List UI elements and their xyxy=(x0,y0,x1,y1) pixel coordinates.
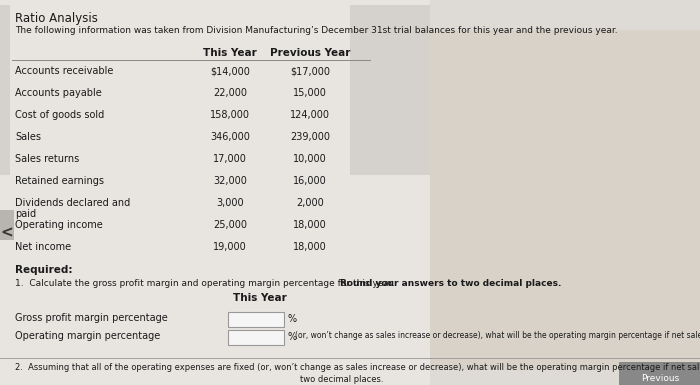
Text: <: < xyxy=(1,225,13,240)
Text: This Year: This Year xyxy=(203,48,257,58)
Text: 25,000: 25,000 xyxy=(213,220,247,230)
Text: $17,000: $17,000 xyxy=(290,66,330,76)
Text: 124,000: 124,000 xyxy=(290,110,330,120)
Text: Dividends declared and: Dividends declared and xyxy=(15,198,130,208)
Text: %: % xyxy=(288,314,297,324)
Text: 32,000: 32,000 xyxy=(213,176,247,186)
Text: 18,000: 18,000 xyxy=(293,242,327,252)
FancyBboxPatch shape xyxy=(0,5,430,175)
Text: two decimal places.: two decimal places. xyxy=(300,375,384,384)
Text: 2.  Assuming that all of the operating expenses are fixed (or, won’t change as s: 2. Assuming that all of the operating ex… xyxy=(15,363,700,372)
Text: Operating income: Operating income xyxy=(15,220,103,230)
Text: 22,000: 22,000 xyxy=(213,88,247,98)
Text: 158,000: 158,000 xyxy=(210,110,250,120)
Text: Cost of goods sold: Cost of goods sold xyxy=(15,110,104,120)
Text: This Year: This Year xyxy=(233,293,287,303)
FancyBboxPatch shape xyxy=(430,30,700,370)
FancyBboxPatch shape xyxy=(10,5,350,175)
Text: Required:: Required: xyxy=(15,265,73,275)
Text: paid: paid xyxy=(15,209,36,219)
Text: 1.  Calculate the gross profit margin and operating margin percentage for this y: 1. Calculate the gross profit margin and… xyxy=(15,279,398,288)
Text: 18,000: 18,000 xyxy=(293,220,327,230)
Text: 19,000: 19,000 xyxy=(213,242,247,252)
Text: 346,000: 346,000 xyxy=(210,132,250,142)
Text: 15,000: 15,000 xyxy=(293,88,327,98)
Text: 17,000: 17,000 xyxy=(213,154,247,164)
Text: Accounts payable: Accounts payable xyxy=(15,88,101,98)
FancyBboxPatch shape xyxy=(0,0,430,385)
Text: The following information was taken from Division Manufacturing’s December 31st : The following information was taken from… xyxy=(15,26,617,35)
Text: %: % xyxy=(288,332,297,342)
Text: Previous Year: Previous Year xyxy=(270,48,350,58)
Text: (or, won’t change as sales increase or decrease), what will be the operating mar: (or, won’t change as sales increase or d… xyxy=(295,331,700,340)
FancyBboxPatch shape xyxy=(619,362,700,385)
Text: Operating margin percentage: Operating margin percentage xyxy=(15,331,160,341)
Text: 239,000: 239,000 xyxy=(290,132,330,142)
Text: Sales: Sales xyxy=(15,132,41,142)
Text: 2,000: 2,000 xyxy=(296,198,324,208)
Text: Round your answers to two decimal places.: Round your answers to two decimal places… xyxy=(340,279,561,288)
Text: Net income: Net income xyxy=(15,242,71,252)
Text: 10,000: 10,000 xyxy=(293,154,327,164)
Text: Ratio Analysis: Ratio Analysis xyxy=(15,12,98,25)
Text: $14,000: $14,000 xyxy=(210,66,250,76)
FancyBboxPatch shape xyxy=(228,330,284,345)
Text: Gross profit margin percentage: Gross profit margin percentage xyxy=(15,313,168,323)
Text: Sales returns: Sales returns xyxy=(15,154,79,164)
FancyBboxPatch shape xyxy=(0,210,14,240)
Text: Retained earnings: Retained earnings xyxy=(15,176,104,186)
Text: Accounts receivable: Accounts receivable xyxy=(15,66,113,76)
Text: 3,000: 3,000 xyxy=(216,198,244,208)
FancyBboxPatch shape xyxy=(228,311,284,326)
Text: Previous: Previous xyxy=(641,374,679,383)
Text: 16,000: 16,000 xyxy=(293,176,327,186)
FancyBboxPatch shape xyxy=(580,0,700,8)
